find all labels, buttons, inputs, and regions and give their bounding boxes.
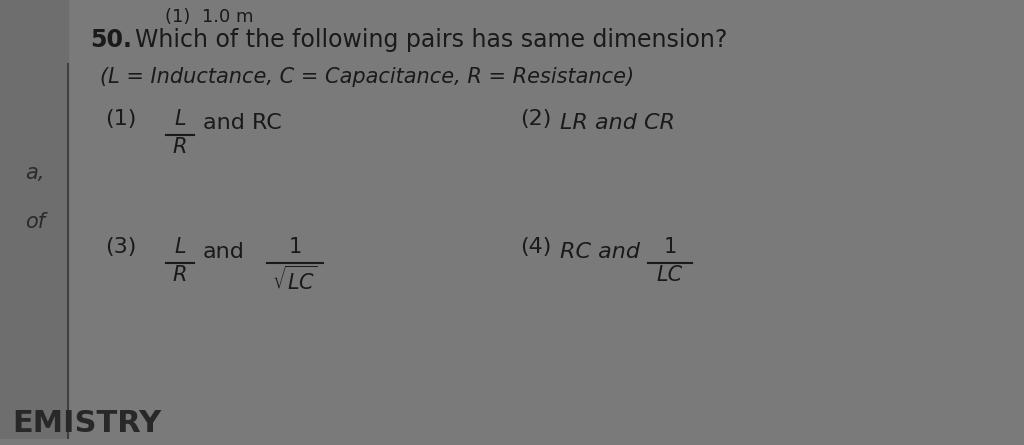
Text: RC and: RC and — [560, 242, 640, 262]
Text: a,: a, — [26, 163, 45, 183]
Text: (1)  1.0 m: (1) 1.0 m — [165, 8, 254, 26]
Text: (4): (4) — [520, 237, 551, 257]
Text: EMISTRY: EMISTRY — [12, 409, 161, 438]
Text: (3): (3) — [105, 237, 136, 257]
Text: of: of — [25, 212, 45, 232]
Text: (2): (2) — [520, 109, 551, 129]
Text: L: L — [174, 109, 185, 129]
Bar — [0, 0, 68, 439]
Text: and: and — [203, 242, 245, 262]
Text: 50.: 50. — [90, 28, 132, 52]
Text: R: R — [173, 137, 187, 157]
Text: R: R — [173, 265, 187, 285]
Text: and RC: and RC — [203, 113, 282, 134]
Text: Which of the following pairs has same dimension?: Which of the following pairs has same di… — [135, 28, 727, 52]
Text: LC: LC — [656, 265, 683, 285]
Text: (L = Inductance, C = Capacitance, R = Resistance): (L = Inductance, C = Capacitance, R = Re… — [100, 67, 634, 87]
Text: L: L — [174, 237, 185, 257]
Text: (1): (1) — [105, 109, 136, 129]
Text: 1: 1 — [664, 237, 677, 257]
Text: 1: 1 — [289, 237, 302, 257]
Text: $\sqrt{LC}$: $\sqrt{LC}$ — [272, 265, 317, 294]
Text: LR and CR: LR and CR — [560, 113, 675, 134]
